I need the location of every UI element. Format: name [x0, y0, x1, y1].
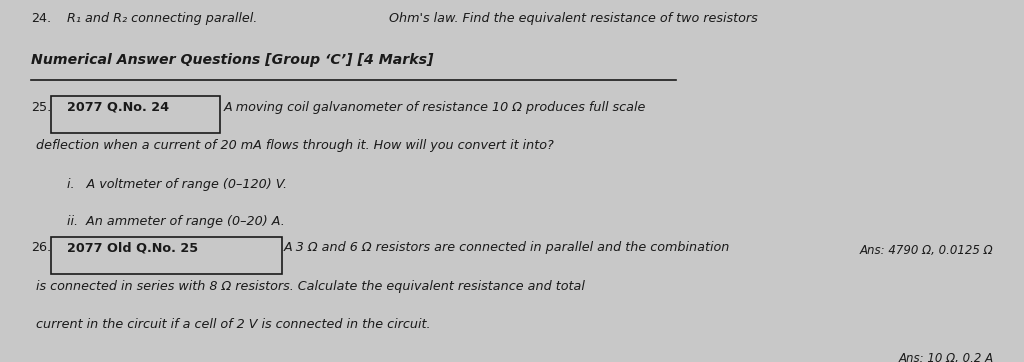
Text: 2077 Old Q.No. 25: 2077 Old Q.No. 25 — [67, 241, 198, 254]
Text: A moving coil galvanometer of resistance 10 Ω produces full scale: A moving coil galvanometer of resistance… — [223, 101, 645, 114]
Text: ii.  An ammeter of range (0–20) A.: ii. An ammeter of range (0–20) A. — [67, 215, 285, 228]
Text: deflection when a current of 20 mA flows through it. How will you convert it int: deflection when a current of 20 mA flows… — [36, 139, 554, 152]
Text: 25.: 25. — [31, 101, 51, 114]
Text: Ans: 10 Ω, 0.2 A: Ans: 10 Ω, 0.2 A — [898, 352, 993, 362]
Text: 2077 Q.No. 24: 2077 Q.No. 24 — [67, 101, 169, 114]
Text: R₁ and R₂ connecting parallel.: R₁ and R₂ connecting parallel. — [67, 12, 257, 25]
Text: Ohm's law. Find the equivalent resistance of two resistors: Ohm's law. Find the equivalent resistanc… — [389, 12, 758, 25]
Text: i.   A voltmeter of range (0–120) V.: i. A voltmeter of range (0–120) V. — [67, 178, 287, 191]
Text: 26.: 26. — [31, 241, 51, 254]
Text: 24.: 24. — [31, 12, 51, 25]
Text: A 3 Ω and 6 Ω resistors are connected in parallel and the combination: A 3 Ω and 6 Ω resistors are connected in… — [284, 241, 730, 254]
Text: current in the circuit if a cell of 2 V is connected in the circuit.: current in the circuit if a cell of 2 V … — [36, 318, 430, 331]
Text: Numerical Answer Questions [Group ‘C’] [4 Marks]: Numerical Answer Questions [Group ‘C’] [… — [31, 53, 433, 67]
Text: is connected in series with 8 Ω resistors. Calculate the equivalent resistance a: is connected in series with 8 Ω resistor… — [36, 280, 585, 293]
Text: Ans: 4790 Ω, 0.0125 Ω: Ans: 4790 Ω, 0.0125 Ω — [860, 244, 993, 257]
